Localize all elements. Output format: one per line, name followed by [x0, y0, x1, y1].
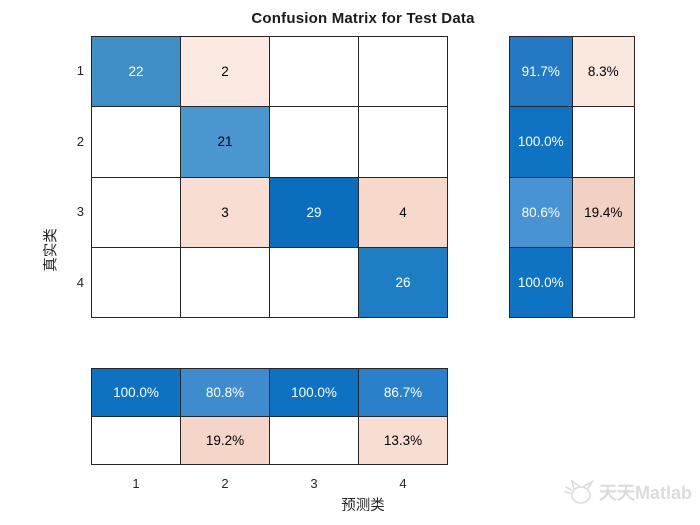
matrix-cell: 22	[92, 37, 181, 108]
row-summary-cell: 80.6%	[510, 177, 573, 248]
chart-title: Confusion Matrix for Test Data	[251, 10, 475, 27]
x-axis-label: 预测类	[341, 498, 385, 514]
y-tick-label-2: 2	[76, 134, 84, 149]
column-summary-cell	[92, 417, 181, 465]
matrix-cell	[92, 177, 181, 248]
y-tick-label-3: 3	[76, 204, 84, 219]
matrix-cell: 2	[181, 37, 270, 108]
x-tick-label-2: 2	[221, 476, 229, 491]
column-summary-cell: 19.2%	[181, 417, 270, 465]
matrix-cell	[270, 247, 359, 318]
matrix-cell	[359, 107, 448, 178]
matrix-cell: 26	[359, 247, 448, 318]
matrix-cell	[270, 37, 359, 108]
y-axis-label: 真实类	[43, 228, 60, 272]
row-summary-cell	[572, 247, 635, 318]
row-summary-cell: 8.3%	[572, 37, 635, 108]
matrix-cell	[359, 37, 448, 108]
watermark-cat-icon	[562, 477, 596, 507]
matrix-cell	[181, 247, 270, 318]
row-summary-grid: 91.7% 8.3% 100.0% 80.6% 19.4% 100.0%	[509, 36, 635, 318]
row-summary-cell: 19.4%	[572, 177, 635, 248]
row-summary-cell: 100.0%	[510, 107, 573, 178]
row-summary-cell: 100.0%	[510, 247, 573, 318]
column-summary-cell: 13.3%	[359, 417, 448, 465]
matrix-cell: 3	[181, 177, 270, 248]
matrix-cell: 4	[359, 177, 448, 248]
row-summary-cell	[572, 107, 635, 178]
column-summary-cell: 100.0%	[92, 369, 181, 417]
x-tick-label-1: 1	[132, 476, 140, 491]
column-summary-cell: 100.0%	[270, 369, 359, 417]
y-tick-label-4: 4	[76, 275, 84, 290]
matrix-cell	[92, 247, 181, 318]
row-summary-cell: 91.7%	[510, 37, 573, 108]
matrix-cell	[92, 107, 181, 178]
matrix-cell: 21	[181, 107, 270, 178]
watermark-text: 天天Matlab	[598, 483, 692, 503]
watermark: 天天Matlab	[562, 477, 692, 507]
confusion-matrix-grid: 22 2 21 3 29 4 26	[91, 36, 448, 318]
y-tick-label-1: 1	[76, 63, 84, 78]
matrix-cell: 29	[270, 177, 359, 248]
column-summary-cell: 86.7%	[359, 369, 448, 417]
x-tick-label-3: 3	[310, 476, 318, 491]
column-summary-cell: 80.8%	[181, 369, 270, 417]
column-summary-grid: 100.0% 80.8% 100.0% 86.7% 19.2% 13.3%	[91, 368, 448, 465]
matrix-cell	[270, 107, 359, 178]
column-summary-cell	[270, 417, 359, 465]
x-tick-label-4: 4	[399, 476, 407, 491]
